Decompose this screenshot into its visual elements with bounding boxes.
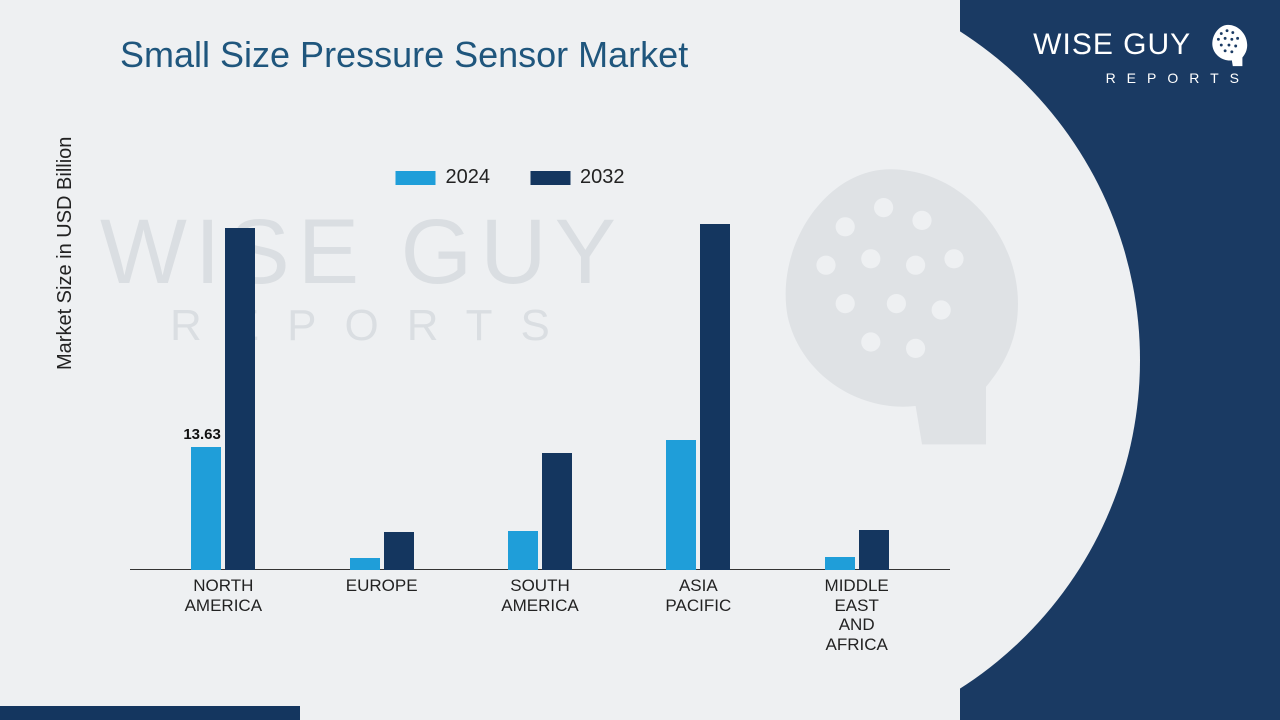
chart-title: Small Size Pressure Sensor Market xyxy=(120,34,688,76)
plot-area: 13.63NORTH AMERICAEUROPESOUTH AMERICAASI… xyxy=(130,210,950,570)
y-axis-label: Market Size in USD Billion xyxy=(54,137,77,370)
bar xyxy=(700,224,730,571)
bar-value-label: 13.63 xyxy=(183,426,221,443)
bar xyxy=(350,558,380,570)
brand-line1: WISE GUY xyxy=(1033,28,1190,61)
bar xyxy=(825,557,855,570)
legend-item: 2024 xyxy=(396,166,491,189)
brand-line2: REPORTS xyxy=(1033,70,1252,86)
legend-label: 2024 xyxy=(446,166,491,189)
bar xyxy=(542,453,572,570)
brand-logo: WISE GUY REPORTS xyxy=(1033,22,1252,86)
category-label: MIDDLE EAST AND AFRICA xyxy=(759,570,954,654)
legend-item: 2032 xyxy=(530,166,625,189)
bar xyxy=(384,532,414,570)
bar xyxy=(666,440,696,571)
logo-head-icon xyxy=(1204,22,1252,70)
bar xyxy=(859,530,889,571)
chart-canvas: WISE GUY REPORTS Small Size Pressure Sen… xyxy=(0,0,1280,720)
legend: 2024 2032 xyxy=(396,166,625,189)
legend-swatch xyxy=(396,171,436,185)
bottom-accent-bar xyxy=(0,706,300,720)
chart-area: Market Size in USD Billion 20242032 13.6… xyxy=(60,160,960,700)
bar xyxy=(225,228,255,570)
bar xyxy=(191,447,221,570)
legend-swatch xyxy=(530,171,570,185)
legend-label: 2032 xyxy=(580,166,625,189)
bar xyxy=(508,531,538,570)
